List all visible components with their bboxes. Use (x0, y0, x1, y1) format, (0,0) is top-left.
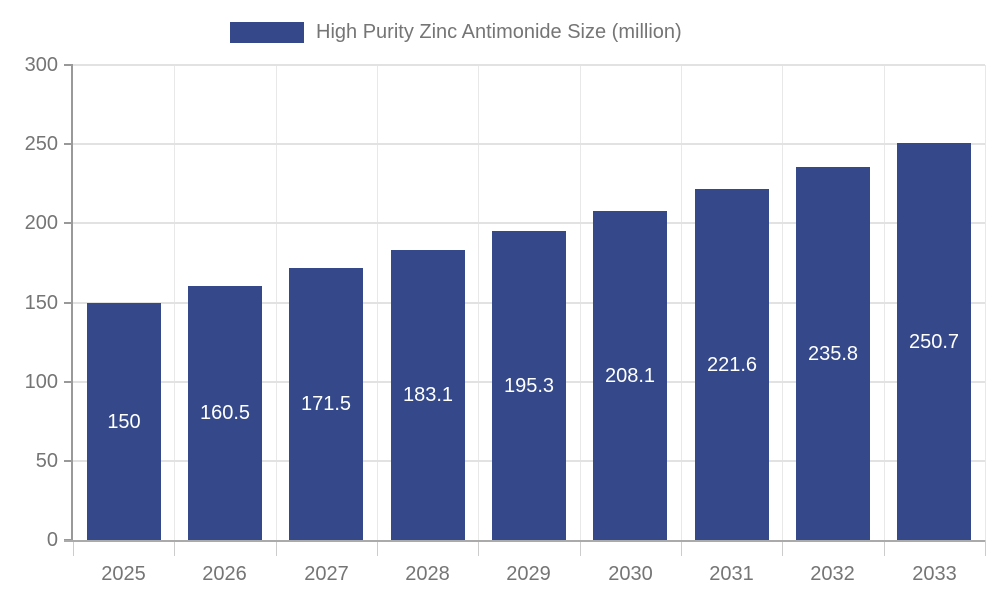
gridline-horizontal (73, 143, 985, 145)
bar-2033[interactable] (897, 143, 971, 540)
x-axis-tick (276, 540, 277, 556)
x-axis-tick (985, 540, 986, 556)
x-axis-label-2028: 2028 (405, 563, 450, 585)
bar-value-label: 208.1 (604, 365, 656, 387)
bar-value-label: 250.7 (908, 331, 960, 353)
bar-value-label: 160.5 (199, 402, 251, 424)
x-axis-label-2029: 2029 (506, 563, 551, 585)
x-axis-tick (580, 540, 581, 556)
legend-swatch (230, 21, 304, 43)
y-axis-tick (64, 381, 73, 383)
x-axis-line (64, 540, 985, 542)
y-axis-label: 100 (24, 371, 58, 393)
x-axis-label-2033: 2033 (912, 563, 957, 585)
y-axis-tick (64, 143, 73, 145)
x-axis-label-2030: 2030 (608, 563, 653, 585)
x-axis-label-2026: 2026 (202, 563, 247, 585)
gridline-horizontal (73, 64, 985, 66)
bar-value-label: 183.1 (402, 384, 454, 406)
bar-2029[interactable] (492, 231, 566, 540)
bar-value-label: 221.6 (706, 354, 758, 376)
y-axis-label: 250 (24, 133, 58, 155)
bar-2028[interactable] (391, 250, 465, 540)
gridline-vertical (985, 65, 986, 540)
bar-value-label: 171.5 (300, 393, 352, 415)
legend-label: High Purity Zinc Antimonide Size (millio… (316, 21, 682, 43)
bar-2032[interactable] (796, 167, 870, 540)
y-axis-tick (64, 222, 73, 224)
x-axis-tick (174, 540, 175, 556)
bar-2027[interactable] (289, 268, 363, 540)
y-axis-label: 0 (46, 529, 58, 551)
y-axis-tick (64, 64, 73, 66)
y-axis-tick (64, 302, 73, 304)
y-axis-label: 300 (24, 54, 58, 76)
x-axis-tick (782, 540, 783, 556)
x-axis-tick (884, 540, 885, 556)
x-axis-label-2032: 2032 (810, 563, 855, 585)
y-axis-label: 200 (24, 212, 58, 234)
x-axis-tick (681, 540, 682, 556)
x-axis-label-2031: 2031 (709, 563, 754, 585)
y-axis-label: 50 (35, 450, 58, 472)
bar-2031[interactable] (695, 189, 769, 540)
x-axis-label-2025: 2025 (101, 563, 146, 585)
y-axis-label: 150 (24, 292, 58, 314)
bar-value-label: 195.3 (503, 375, 555, 397)
x-axis-tick (478, 540, 479, 556)
y-axis-tick (64, 460, 73, 462)
legend-item[interactable]: High Purity Zinc Antimonide Size (millio… (230, 20, 682, 44)
gridline-horizontal (73, 222, 985, 224)
bar-value-label: 150 (107, 411, 141, 433)
bar-2026[interactable] (188, 286, 262, 540)
bar-2030[interactable] (593, 211, 667, 540)
x-axis-tick (73, 540, 74, 556)
x-axis-tick (377, 540, 378, 556)
x-axis-label-2027: 2027 (304, 563, 349, 585)
bar-2025[interactable] (87, 303, 161, 540)
y-axis-line (71, 65, 73, 540)
bar-value-label: 235.8 (807, 343, 859, 365)
